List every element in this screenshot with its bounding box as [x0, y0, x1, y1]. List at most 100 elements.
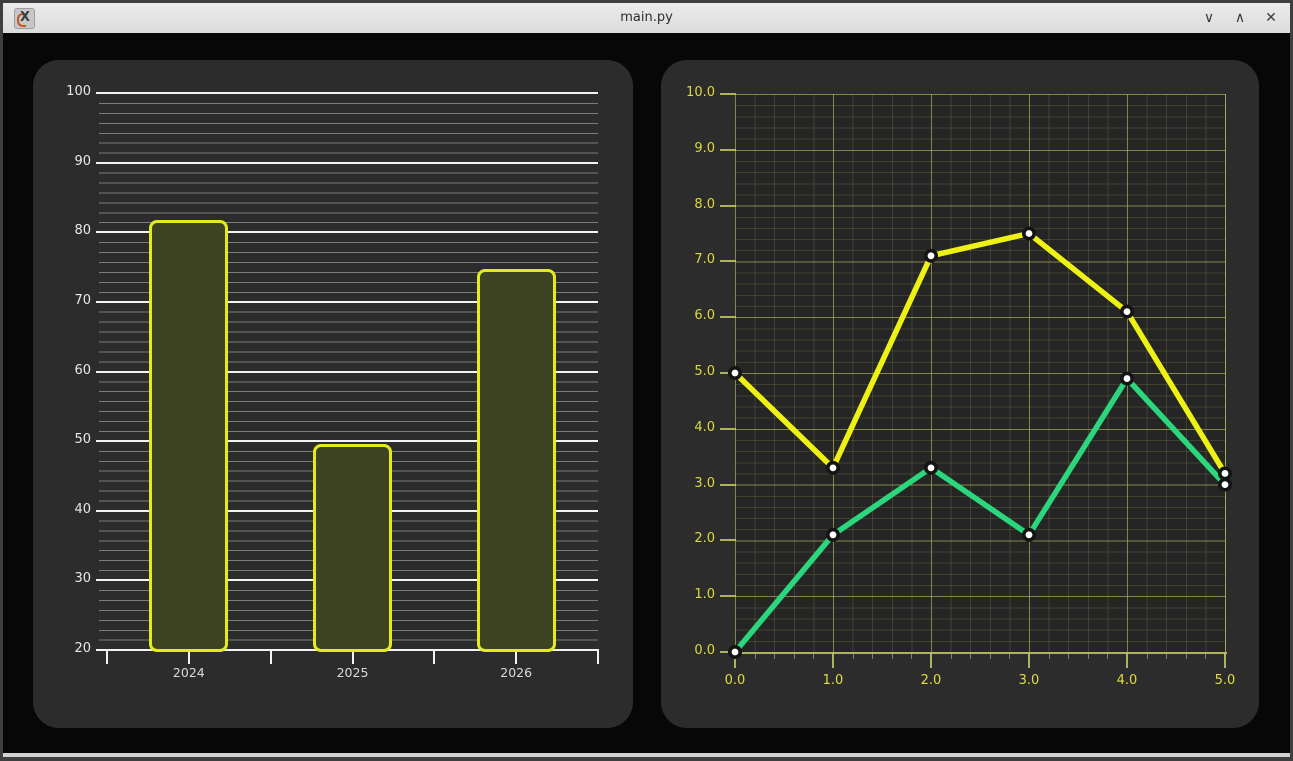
bar: [476, 269, 556, 652]
x-axis-major-tick: [1224, 653, 1226, 668]
y-tick-label: 7.0: [694, 252, 715, 268]
series-green-marker: [1217, 477, 1232, 492]
x-axis-line: [735, 652, 1227, 654]
x-axis-minor-tick: [754, 653, 756, 659]
x-axis-minor-tick: [989, 653, 991, 659]
major-gridline: [96, 231, 598, 234]
titlebar[interactable]: X main.py ∨ ∧ ✕: [3, 3, 1290, 34]
series-yellow-marker: [1119, 304, 1134, 319]
x-axis-minor-tick: [1146, 653, 1148, 659]
y-tick-label: 9.0: [694, 140, 715, 156]
y-tick-dash: [720, 651, 736, 653]
major-gridline: [96, 300, 598, 303]
window-controls: ∨ ∧ ✕: [1200, 3, 1280, 33]
series-green-marker: [1021, 527, 1036, 542]
y-tick-dash: [720, 316, 736, 319]
y-tick-label: 8.0: [694, 196, 715, 212]
app-icon[interactable]: X: [14, 8, 35, 29]
x-axis-minor-tick: [852, 653, 854, 659]
y-tick-dash: [720, 595, 736, 598]
series-yellow-marker: [728, 365, 742, 380]
y-tick-label: 4.0: [694, 419, 715, 435]
app-icon-arc: [17, 13, 26, 27]
series-yellow-line: [732, 230, 1228, 477]
x-tick-label: 1.0: [822, 673, 844, 688]
window-bottom-border: [3, 753, 1290, 757]
x-tick-label: 2026: [500, 665, 533, 680]
x-axis-minor-tick: [1068, 653, 1070, 659]
x-axis-major-tick: [1028, 653, 1030, 668]
x-axis-minor-tick: [1048, 653, 1050, 659]
y-tick-label: 5.0: [694, 364, 715, 379]
x-axis-major-tick: [734, 653, 736, 668]
maximize-button[interactable]: ∧: [1234, 10, 1246, 26]
series-green-line: [732, 375, 1228, 655]
window-title: main.py: [620, 10, 673, 25]
x-axis-minor-tick: [1166, 653, 1168, 659]
x-axis-minor-tick: [1009, 653, 1011, 659]
y-tick-dash: [720, 93, 736, 95]
y-tick-dash: [720, 372, 736, 374]
y-tick-dash: [720, 204, 736, 207]
y-tick-label: 40: [74, 501, 91, 517]
bar-chart: 100 90 80 70 60 50 40 30 20 2024 2025 2026: [33, 60, 633, 728]
x-axis-tick: [351, 651, 354, 664]
major-gridline: [96, 161, 598, 164]
line-series-layer: [728, 226, 1232, 659]
x-tick-label: 2.0: [920, 673, 942, 688]
x-axis-major-tick: [930, 653, 932, 668]
x-axis-major-tick: [832, 653, 834, 668]
x-tick-label: 3.0: [1018, 673, 1040, 688]
y-tick-dash: [720, 483, 736, 486]
y-tick-dash: [720, 427, 736, 430]
x-axis-minor-tick: [813, 653, 815, 659]
plot-grid: [735, 94, 1226, 652]
x-axis-minor-tick: [891, 653, 893, 659]
x-axis-minor-tick: [1107, 653, 1109, 659]
y-tick-label: 80: [74, 223, 91, 239]
x-axis-minor-tick: [774, 653, 776, 659]
close-button[interactable]: ✕: [1265, 10, 1277, 26]
minimize-button[interactable]: ∨: [1203, 10, 1215, 26]
series-green-marker: [826, 527, 841, 542]
series-yellow-marker: [1021, 226, 1036, 241]
line-chart-panel: 10.0 9.0 8.0 7.0 6.0 5.0 4.0 3.0 2.0 1.0 0.0 0.0 1.0…: [661, 60, 1259, 728]
y-tick-label: 10.0: [686, 85, 715, 100]
x-axis-minor-tick: [970, 653, 972, 659]
x-tick-label: 4.0: [1116, 673, 1138, 688]
series-yellow-marker: [826, 460, 841, 475]
y-tick-label: 50: [74, 432, 91, 448]
line-chart: 10.0 9.0 8.0 7.0 6.0 5.0 4.0 3.0 2.0 1.0 0.0 0.0 1.0…: [661, 60, 1259, 728]
series-green-marker: [728, 644, 742, 659]
x-axis-minor-tick: [1205, 653, 1207, 659]
y-tick-label: 90: [74, 153, 91, 169]
x-axis-minor-tick: [793, 653, 795, 659]
x-axis-major-tick: [1126, 653, 1128, 668]
y-tick-dash: [720, 148, 736, 151]
x-tick-label: 0.0: [724, 673, 746, 688]
major-gridline: [96, 440, 598, 443]
series-yellow-marker: [924, 248, 939, 263]
y-tick-label: 100: [66, 84, 91, 99]
y-tick-label: 20: [74, 641, 91, 656]
x-axis-minor-tick: [1087, 653, 1089, 659]
series-green-marker: [924, 460, 939, 475]
x-axis-tick: [269, 651, 272, 664]
x-axis-minor-tick: [911, 653, 913, 659]
x-tick-label: 2024: [172, 665, 205, 680]
major-gridline: [96, 92, 598, 94]
major-gridline: [96, 370, 598, 373]
y-tick-label: 70: [74, 292, 91, 308]
app-icon-x: X: [20, 10, 31, 25]
x-axis-tick: [515, 651, 518, 664]
y-tick-label: 30: [74, 571, 91, 587]
x-axis-tick: [597, 651, 599, 664]
y-tick-label: 1.0: [694, 587, 715, 603]
y-tick-label: 2.0: [694, 531, 715, 547]
bar: [313, 443, 392, 652]
x-tick-label: 5.0: [1214, 673, 1236, 688]
x-axis-tick: [106, 651, 108, 664]
series-green-marker: [1119, 371, 1134, 386]
x-axis-minor-tick: [872, 653, 874, 659]
